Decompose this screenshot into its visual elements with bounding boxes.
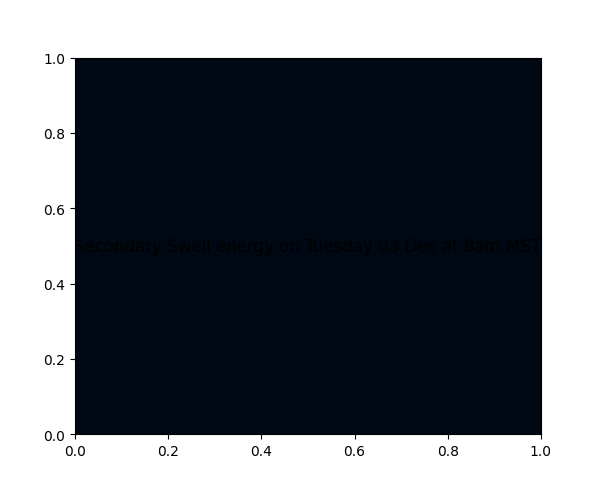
Text: Secondary Swell energy on Tuesday 03 Dec at 8am MST: Secondary Swell energy on Tuesday 03 Dec… [75, 238, 542, 255]
